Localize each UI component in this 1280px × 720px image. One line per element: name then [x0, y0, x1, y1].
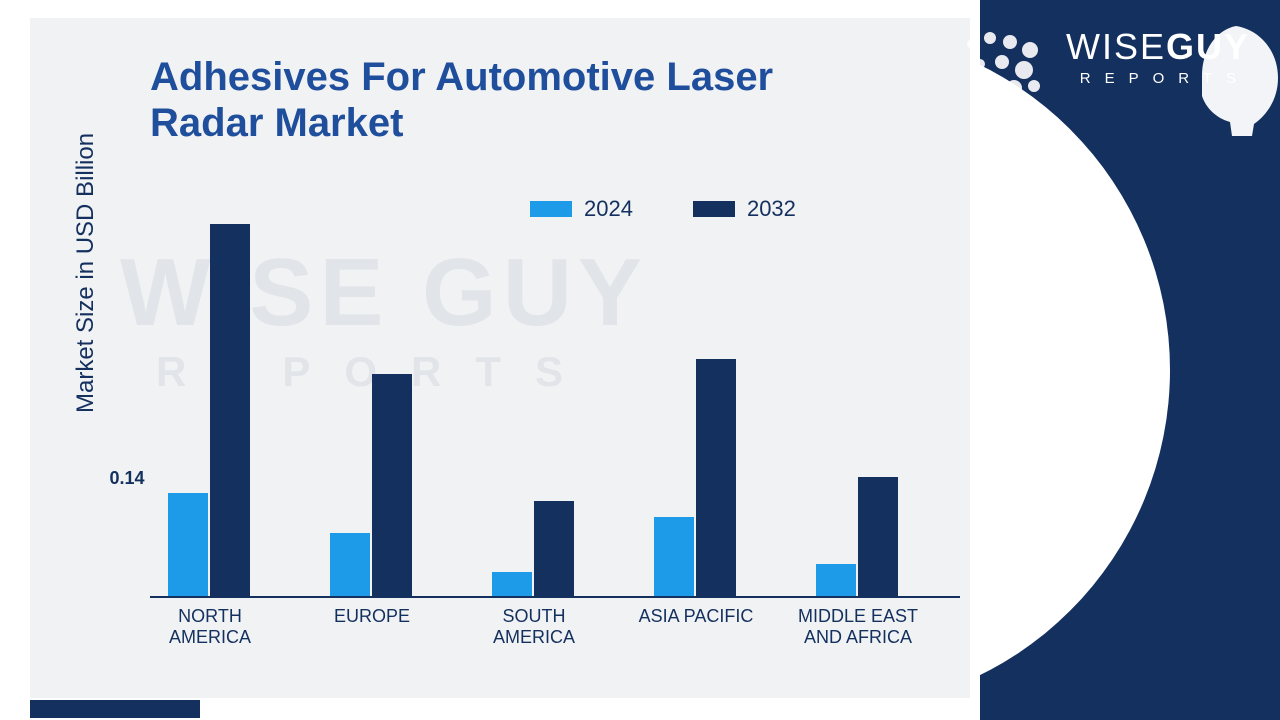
brand-name: WISEGUY — [1066, 26, 1250, 68]
category-label: SOUTH AMERICA — [464, 606, 604, 647]
category-label: NORTH AMERICA — [140, 606, 280, 647]
legend-swatch-2032 — [693, 201, 735, 217]
brand-name-b: GUY — [1166, 26, 1250, 67]
brand-logo: WISEGUY REPORTS — [1066, 26, 1250, 87]
category-label: ASIA PACIFIC — [626, 606, 766, 627]
bar-2024 — [816, 564, 856, 596]
plot-area: 0.14 — [150, 218, 960, 598]
x-axis-labels: NORTH AMERICAEUROPESOUTH AMERICAASIA PAC… — [150, 600, 960, 720]
bar-2032 — [858, 477, 898, 596]
legend-swatch-2024 — [530, 201, 572, 217]
brand-subtitle: REPORTS — [1066, 70, 1250, 87]
chart-title: Adhesives For Automotive Laser Radar Mar… — [150, 54, 850, 146]
bar-2024 — [168, 493, 208, 596]
bar-2024 — [492, 572, 532, 596]
bottom-accent-strip — [30, 700, 200, 718]
y-tick-label: 0.14 — [102, 468, 152, 489]
x-axis-baseline — [150, 596, 960, 598]
category-label: MIDDLE EAST AND AFRICA — [788, 606, 928, 647]
bar-2032 — [534, 501, 574, 596]
bar-2024 — [654, 517, 694, 596]
brand-dots-icon — [960, 30, 1050, 120]
bar-2032 — [372, 374, 412, 596]
stage: WISE GUY REPORTS Adhesives For Automotiv… — [0, 0, 1280, 720]
chart-panel: WISE GUY REPORTS Adhesives For Automotiv… — [30, 18, 970, 698]
bar-2032 — [696, 359, 736, 597]
y-axis-label: Market Size in USD Billion — [72, 133, 100, 413]
category-label: EUROPE — [302, 606, 442, 627]
bar-2024 — [330, 533, 370, 596]
bar-2032 — [210, 224, 250, 596]
brand-name-a: WISE — [1066, 26, 1166, 67]
